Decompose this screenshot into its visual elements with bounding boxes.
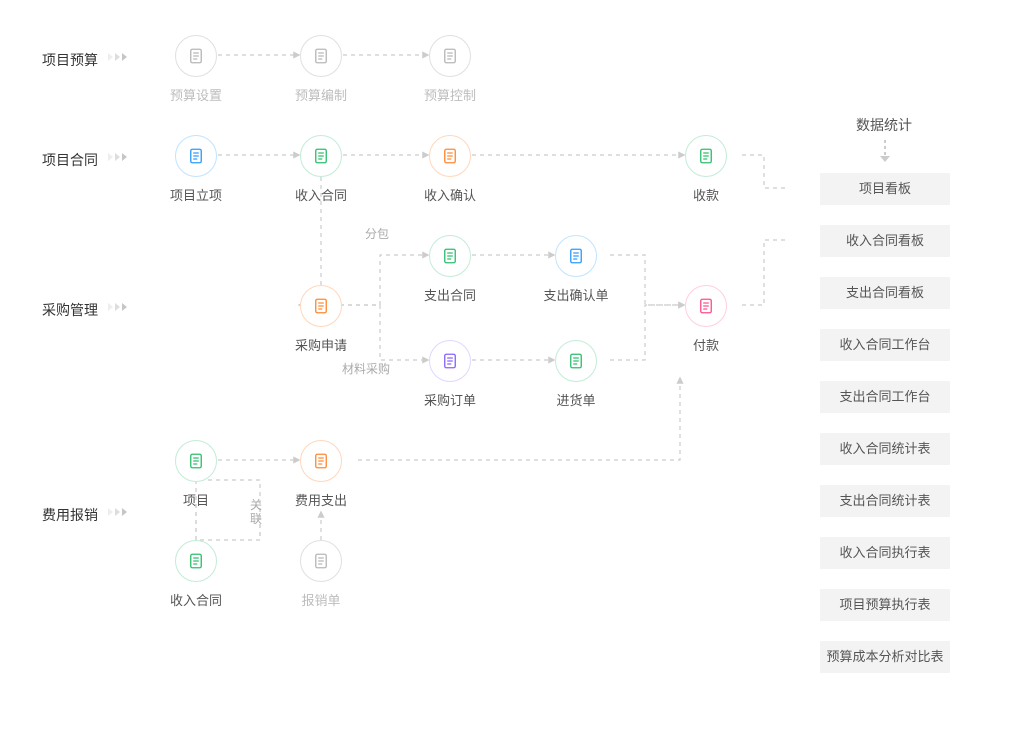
stats-button[interactable]: 支出合同统计表 (820, 485, 950, 517)
node-icon (300, 135, 342, 177)
node-icon (555, 235, 597, 277)
node-label: 预算控制 (414, 85, 486, 104)
node-icon (429, 235, 471, 277)
node-expense_out[interactable]: 费用支出 (285, 440, 357, 509)
node-icon (300, 285, 342, 327)
node-label: 收入合同 (160, 590, 232, 609)
node-icon (175, 540, 217, 582)
node-purchase_order[interactable]: 采购订单 (414, 340, 486, 409)
node-budget_ctrl[interactable]: 预算控制 (414, 35, 486, 104)
stats-button[interactable]: 收入合同看板 (820, 225, 950, 257)
node-income_confirm[interactable]: 收入确认 (414, 135, 486, 204)
node-icon (175, 135, 217, 177)
node-label: 付款 (670, 335, 742, 354)
node-icon (429, 135, 471, 177)
section-arrow-icon (108, 53, 129, 61)
node-label: 报销单 (285, 590, 357, 609)
node-label: 进货单 (540, 390, 612, 409)
node-icon (685, 285, 727, 327)
node-label: 采购申请 (285, 335, 357, 354)
section-label-expense: 费用报销 (42, 505, 98, 525)
section-arrow-icon (108, 508, 129, 516)
stats-button[interactable]: 支出合同工作台 (820, 381, 950, 413)
down-arrow-icon (880, 140, 890, 162)
section-label-budget: 项目预算 (42, 50, 98, 70)
node-expense_contract[interactable]: 支出合同 (414, 235, 486, 304)
node-expense_confirm[interactable]: 支出确认单 (540, 235, 612, 304)
node-receive[interactable]: 收款 (670, 135, 742, 204)
node-icon (300, 35, 342, 77)
stats-button[interactable]: 项目看板 (820, 173, 950, 205)
node-icon (300, 440, 342, 482)
section-label-procure: 采购管理 (42, 300, 98, 320)
stats-button[interactable]: 支出合同看板 (820, 277, 950, 309)
mini-label: 分包 (365, 225, 389, 242)
node-label: 预算编制 (285, 85, 357, 104)
diagram-stage: 项目预算项目合同采购管理费用报销预算设置预算编制预算控制项目立项收入合同收入确认… (0, 0, 1013, 746)
node-purchase_req[interactable]: 采购申请 (285, 285, 357, 354)
stats-button[interactable]: 收入合同统计表 (820, 433, 950, 465)
node-icon (429, 35, 471, 77)
node-proj_init[interactable]: 项目立项 (160, 135, 232, 204)
node-label: 采购订单 (414, 390, 486, 409)
node-label: 支出合同 (414, 285, 486, 304)
node-label: 收款 (670, 185, 742, 204)
node-reimburse[interactable]: 报销单 (285, 540, 357, 609)
stats-button[interactable]: 收入合同执行表 (820, 537, 950, 569)
node-icon (685, 135, 727, 177)
node-income_contract2[interactable]: 收入合同 (160, 540, 232, 609)
node-label: 收入合同 (285, 185, 357, 204)
mini-label: 材料采购 (342, 360, 390, 377)
stats-button[interactable]: 预算成本分析对比表 (820, 641, 950, 673)
node-icon (429, 340, 471, 382)
node-icon (300, 540, 342, 582)
node-icon (555, 340, 597, 382)
section-label-contract: 项目合同 (42, 150, 98, 170)
mini-label: 关联 (250, 498, 262, 526)
node-project[interactable]: 项目 (160, 440, 232, 509)
section-arrow-icon (108, 303, 129, 311)
stats-title: 数据统计 (856, 115, 912, 135)
node-income_contract[interactable]: 收入合同 (285, 135, 357, 204)
node-label: 支出确认单 (540, 285, 612, 304)
node-label: 项目立项 (160, 185, 232, 204)
node-label: 费用支出 (285, 490, 357, 509)
node-label: 预算设置 (160, 85, 232, 104)
node-goods_receipt[interactable]: 进货单 (540, 340, 612, 409)
node-pay[interactable]: 付款 (670, 285, 742, 354)
section-arrow-icon (108, 153, 129, 161)
node-budget_set[interactable]: 预算设置 (160, 35, 232, 104)
node-label: 收入确认 (414, 185, 486, 204)
node-label: 项目 (160, 490, 232, 509)
stats-button[interactable]: 项目预算执行表 (820, 589, 950, 621)
node-budget_make[interactable]: 预算编制 (285, 35, 357, 104)
stats-button[interactable]: 收入合同工作台 (820, 329, 950, 361)
node-icon (175, 35, 217, 77)
node-icon (175, 440, 217, 482)
